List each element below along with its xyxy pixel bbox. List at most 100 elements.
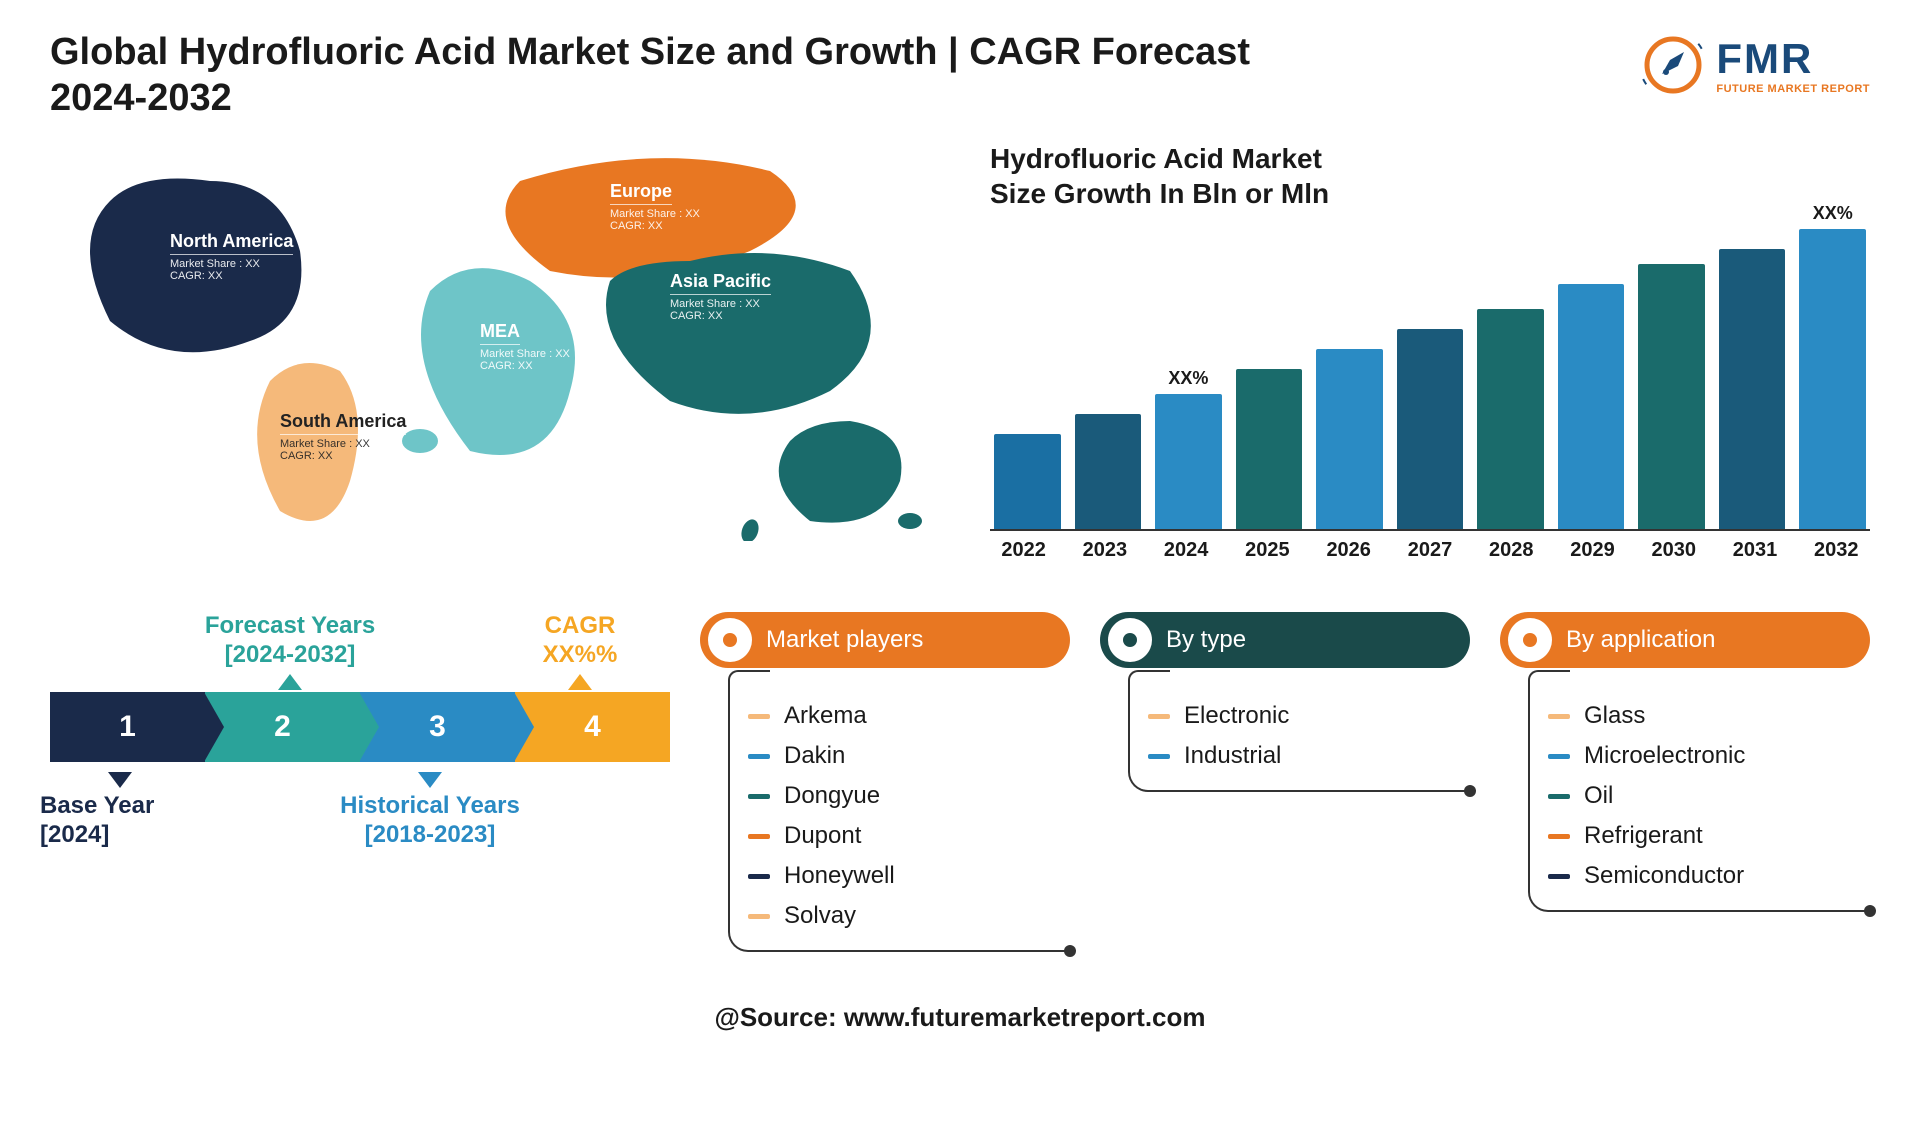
cagr-sub: XX%% <box>510 641 650 670</box>
page-title: Global Hydrofluoric Acid Market Size and… <box>50 30 1350 121</box>
region-na: North America Market Share : XX CAGR: XX <box>170 231 293 282</box>
bar-2025 <box>1236 369 1303 529</box>
region-share: Market Share : XX <box>670 298 771 310</box>
category-list: Glass Microelectronic Oil Refrigerant Semico… <box>1528 686 1870 912</box>
logo-fmr-text: FMR <box>1716 35 1870 83</box>
source-line: @Source: www.futuremarketreport.com <box>50 1002 1870 1033</box>
fmr-logo: FMR FUTURE MARKET REPORT <box>1638 30 1870 100</box>
item-text: Microelectronic <box>1584 742 1745 770</box>
bar-2032: XX% <box>1799 229 1866 529</box>
item-text: Refrigerant <box>1584 822 1703 850</box>
region-name: MEA <box>480 321 520 345</box>
bar-2028 <box>1477 309 1544 529</box>
bar-2023 <box>1075 414 1142 529</box>
item-text: Honeywell <box>784 862 895 890</box>
list-item: Glass <box>1530 696 1870 736</box>
region-name: Asia Pacific <box>670 271 771 295</box>
category-label: By type <box>1166 626 1246 654</box>
list-item: Solvay <box>730 896 1070 936</box>
cagr-title: CAGR <box>510 612 650 641</box>
list-item: Dupont <box>730 816 1070 856</box>
list-item: Honeywell <box>730 856 1070 896</box>
x-label: 2029 <box>1559 539 1626 562</box>
forecast-sub: [2024-2032] <box>190 641 390 670</box>
bar-annotation: XX% <box>1813 203 1853 224</box>
region-cagr: CAGR: XX <box>610 220 700 232</box>
list-item: Refrigerant <box>1530 816 1870 856</box>
item-text: Industrial <box>1184 742 1281 770</box>
hist-sub: [2018-2023] <box>320 821 540 850</box>
item-text: Semiconductor <box>1584 862 1744 890</box>
x-label: 2024 <box>1153 539 1220 562</box>
category-list: Electronic Industrial <box>1128 686 1470 792</box>
x-label: 2023 <box>1071 539 1138 562</box>
region-name: North America <box>170 231 293 255</box>
region-ap: Asia Pacific Market Share : XX CAGR: XX <box>670 271 771 322</box>
region-share: Market Share : XX <box>480 348 570 360</box>
category-pill: By application <box>1500 612 1870 668</box>
list-item: Microelectronic <box>1530 736 1870 776</box>
hist-title: Historical Years <box>320 792 540 821</box>
category-list: Arkema Dakin Dongyue Dupont Honeywell Solvay <box>728 686 1070 952</box>
dash-icon <box>748 714 770 719</box>
bar-2031 <box>1719 249 1786 529</box>
list-item: Dakin <box>730 736 1070 776</box>
timeline-seg-1: 1 <box>50 692 205 762</box>
item-text: Dongyue <box>784 782 880 810</box>
base-title: Base Year <box>40 792 200 821</box>
forecast-annot: Forecast Years [2024-2032] <box>190 612 390 690</box>
region-cagr: CAGR: XX <box>480 360 570 372</box>
item-text: Glass <box>1584 702 1645 730</box>
dash-icon <box>1148 754 1170 759</box>
list-item: Electronic <box>1130 696 1470 736</box>
timeline-seg-3: 3 <box>360 692 515 762</box>
dash-icon <box>1548 874 1570 879</box>
base-annot: Base Year [2024] <box>40 772 200 850</box>
forecast-title: Forecast Years <box>190 612 390 641</box>
pill-dot-icon <box>708 618 752 662</box>
region-name: South America <box>280 411 406 435</box>
x-label: 2027 <box>1396 539 1463 562</box>
dash-icon <box>748 754 770 759</box>
dash-icon <box>748 914 770 919</box>
pill-dot-icon <box>1108 618 1152 662</box>
item-text: Solvay <box>784 902 856 930</box>
x-label: 2026 <box>1315 539 1382 562</box>
category-pill: By type <box>1100 612 1470 668</box>
bar-2024: XX% <box>1155 394 1222 529</box>
growth-bar-chart: Hydrofluoric Acid Market Size Growth In … <box>990 141 1870 562</box>
base-sub: [2024] <box>40 821 200 850</box>
list-item: Industrial <box>1130 736 1470 776</box>
x-label: 2032 <box>1803 539 1870 562</box>
dash-icon <box>1148 714 1170 719</box>
category-block: By type Electronic Industrial <box>1100 612 1470 952</box>
region-cagr: CAGR: XX <box>280 450 406 462</box>
hist-annot: Historical Years [2018-2023] <box>320 772 540 850</box>
category-pill: Market players <box>700 612 1070 668</box>
item-text: Dupont <box>784 822 861 850</box>
dash-icon <box>748 794 770 799</box>
x-label: 2028 <box>1478 539 1545 562</box>
list-item: Semiconductor <box>1530 856 1870 896</box>
category-block: By application Glass Microelectronic Oil Ref… <box>1500 612 1870 952</box>
pill-dot-icon <box>1508 618 1552 662</box>
region-name: Europe <box>610 181 672 205</box>
region-cagr: CAGR: XX <box>670 310 771 322</box>
dash-icon <box>1548 834 1570 839</box>
item-text: Dakin <box>784 742 845 770</box>
x-label: 2031 <box>1721 539 1788 562</box>
item-text: Arkema <box>784 702 867 730</box>
bar-annotation: XX% <box>1168 368 1208 389</box>
dash-icon <box>1548 754 1570 759</box>
world-map: North America Market Share : XX CAGR: XX… <box>50 141 950 541</box>
dash-icon <box>748 874 770 879</box>
item-text: Oil <box>1584 782 1613 810</box>
dash-icon <box>1548 794 1570 799</box>
region-share: Market Share : XX <box>610 208 700 220</box>
category-label: By application <box>1566 626 1715 654</box>
dash-icon <box>1548 714 1570 719</box>
region-eu: Europe Market Share : XX CAGR: XX <box>610 181 700 232</box>
bar-2026 <box>1316 349 1383 529</box>
list-item: Dongyue <box>730 776 1070 816</box>
region-sa: South America Market Share : XX CAGR: XX <box>280 411 406 462</box>
